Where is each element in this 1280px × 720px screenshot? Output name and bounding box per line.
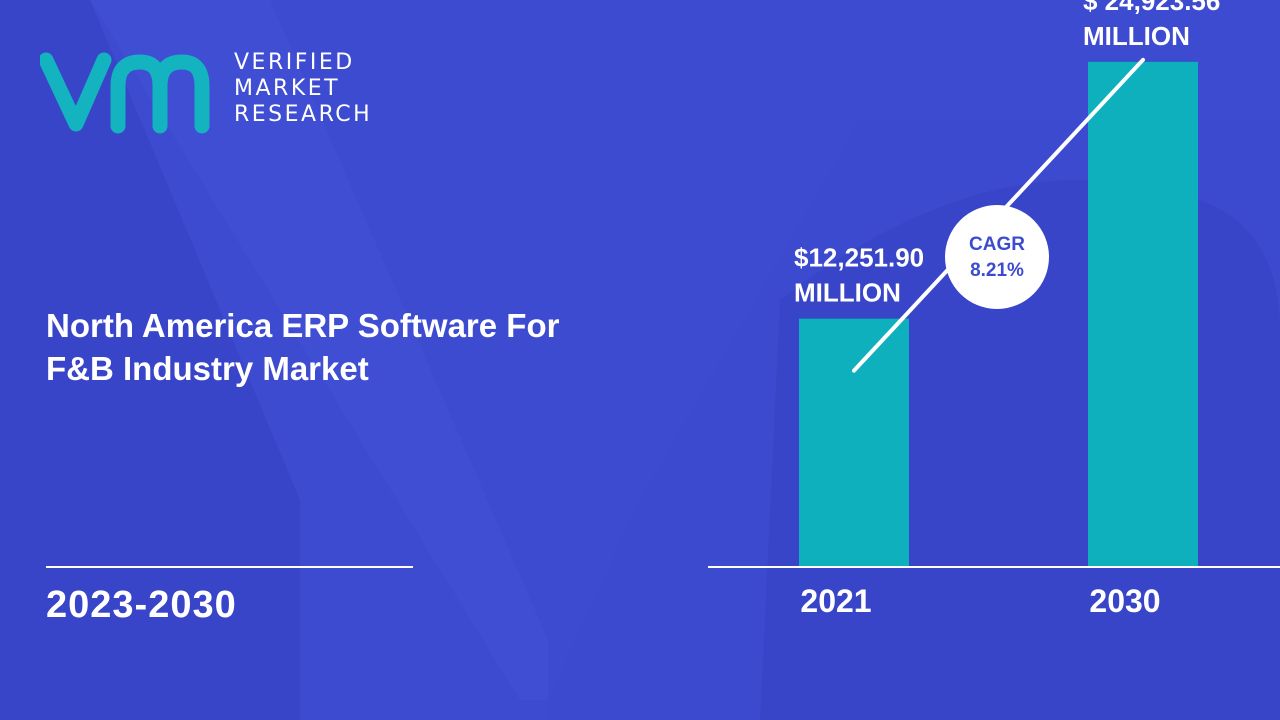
bar-value-label-2030-0: $ 24,923.56 — [1083, 0, 1220, 16]
bar-value-label-2021-0: $12,251.90 — [794, 243, 924, 273]
bar-value-label-2030-1: MILLION — [1083, 21, 1190, 51]
x-tick-label-2030: 2030 — [1089, 583, 1160, 619]
x-tick-label-2021: 2021 — [800, 583, 871, 619]
bar-2030 — [1088, 61, 1198, 568]
bar-value-label-2021-1: MILLION — [794, 278, 901, 308]
vmr-logo-icon — [40, 52, 210, 134]
divider — [46, 566, 413, 568]
cagr-value: 8.21% — [970, 260, 1024, 281]
bar-2021 — [799, 318, 909, 567]
brand-line-3: RESEARCH — [234, 102, 373, 127]
brand-line-1: VERIFIED — [234, 50, 355, 75]
page-title: North America ERP Software For F&B Indus… — [46, 304, 666, 390]
forecast-period: 2023-2030 — [46, 584, 237, 626]
brand-line-2: MARKET — [234, 76, 341, 101]
cagr-label: CAGR — [969, 234, 1025, 255]
title-line-1: North America ERP Software For — [46, 307, 560, 344]
cagr-bubble — [945, 205, 1049, 309]
brand-name: VERIFIED MARKET RESEARCH — [234, 50, 372, 128]
brand-logo: VERIFIED MARKET RESEARCH — [40, 46, 400, 136]
title-line-2: F&B Industry Market — [46, 350, 369, 387]
